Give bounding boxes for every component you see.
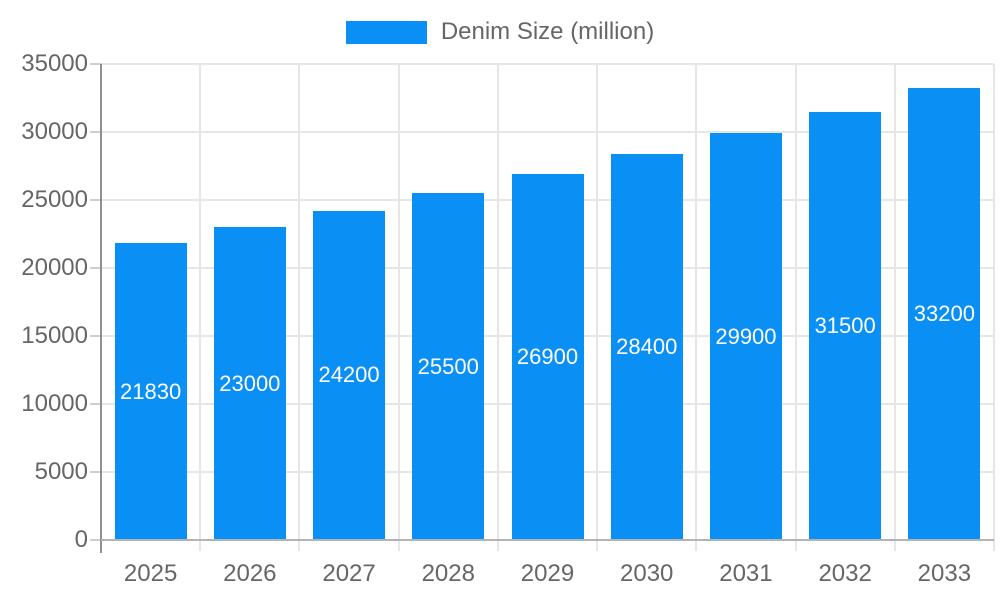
x-axis-tick-label: 2030 [620,560,674,587]
h-gridline [101,63,994,65]
bar-value-label: 28400 [616,333,678,359]
bar-value-label: 33200 [913,301,975,327]
y-axis-tick [90,471,101,473]
y-axis-tick [90,403,101,405]
bar-value-label: 24200 [318,362,380,388]
y-axis-tick [90,63,101,65]
y-axis-tick-label: 35000 [21,50,88,77]
y-axis-tick [90,267,101,269]
v-gridline [794,64,797,551]
x-axis-tick-label: 2031 [719,560,773,587]
x-axis-tick-label: 2032 [818,560,872,587]
bar: 24200 [313,210,386,540]
y-axis-tick [90,131,101,133]
bar-value-label: 25500 [417,353,479,379]
bar-value-label: 21830 [120,378,182,404]
v-gridline [199,64,202,551]
y-axis-tick [90,199,101,201]
v-gridline [695,64,698,551]
y-axis-tick [90,539,101,541]
v-gridline [893,64,896,551]
bar: 29900 [709,133,782,540]
bar: 26900 [511,174,584,540]
y-axis-tick-label: 10000 [21,390,88,417]
y-axis-tick-label: 5000 [34,458,88,485]
bar: 23000 [213,227,286,540]
plot-area: 21830 23000 24200 25500 26900 28400 29900 31500… [100,63,995,553]
v-gridline [496,64,499,551]
x-axis-tick-label: 2029 [520,560,575,587]
y-axis-tick-label: 25000 [21,186,88,213]
x-axis-tick-label: 2025 [123,560,178,587]
bar: 25500 [412,193,485,540]
bar-value-label: 23000 [219,370,281,396]
x-axis-tick-label: 2033 [917,560,972,587]
x-axis-tick-label: 2027 [322,560,376,587]
y-axis-tick-label: 30000 [21,118,88,145]
bar-value-label: 31500 [814,312,876,338]
y-axis-line [100,64,102,553]
h-gridline [101,131,994,133]
y-axis-tick-label: 0 [74,526,88,553]
x-axis-tick-label: 2028 [421,560,475,587]
bar: 33200 [908,88,981,540]
legend-label: Denim Size (million) [440,18,655,45]
x-axis-line [101,539,994,541]
bar: 21830 [114,243,187,540]
legend-swatch [345,20,427,44]
y-axis-tick-label: 15000 [21,322,88,349]
x-axis-tick-label: 2026 [223,560,277,587]
bar: 28400 [610,153,683,540]
v-gridline [596,64,599,551]
y-axis-tick [90,335,101,337]
v-gridline [397,64,400,551]
legend[interactable]: Denim Size (million) [0,16,1000,48]
y-axis-tick-label: 20000 [21,254,88,281]
bar: 31500 [809,111,882,540]
v-gridline [993,64,995,551]
bar-value-label: 26900 [516,344,579,370]
v-gridline [298,64,301,551]
bar-value-label: 29900 [715,323,777,349]
